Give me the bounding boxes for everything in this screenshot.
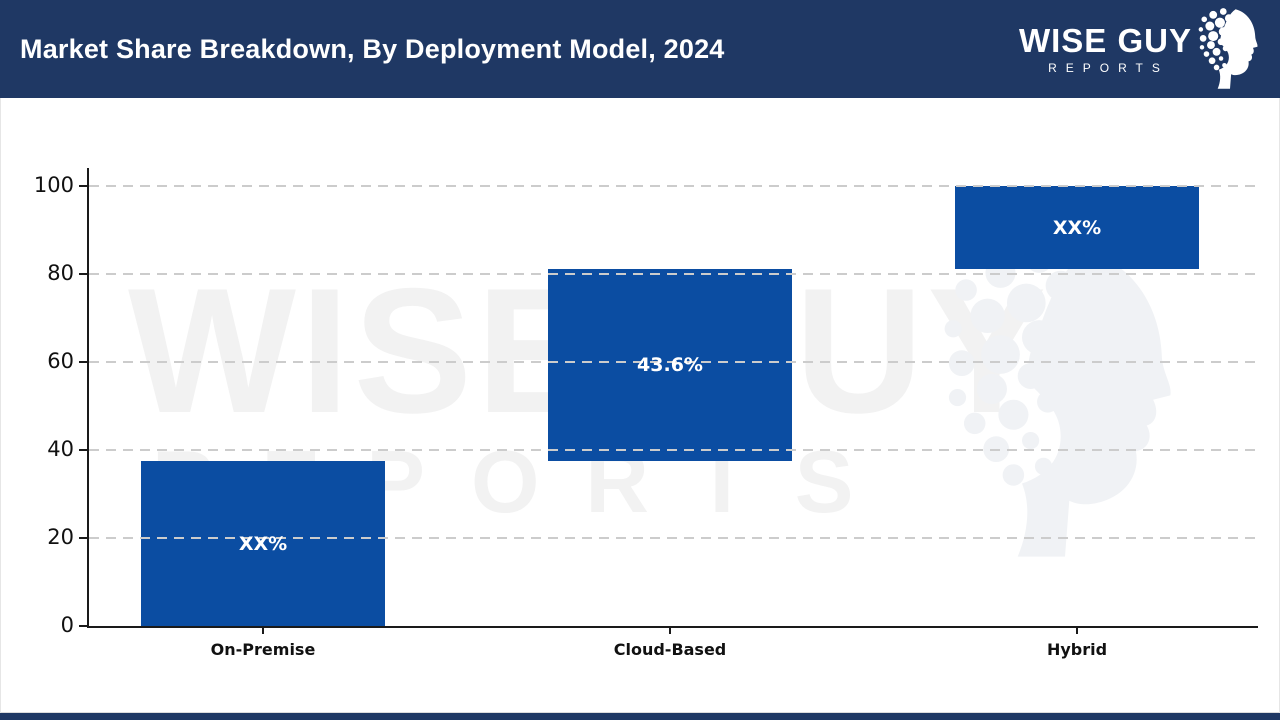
footer-bar	[0, 713, 1280, 720]
header-bar: Market Share Breakdown, By Deployment Mo…	[0, 0, 1280, 98]
y-axis-tick-label: 80	[47, 261, 74, 285]
y-gridline	[89, 273, 1258, 275]
y-gridline	[89, 537, 1258, 539]
x-axis-category-label: On-Premise	[210, 640, 316, 659]
chart-title: Market Share Breakdown, By Deployment Mo…	[20, 33, 725, 64]
y-gridline	[89, 449, 1258, 451]
y-axis-tick	[79, 273, 87, 275]
y-axis-tick	[79, 625, 87, 627]
y-axis-tick	[79, 185, 87, 187]
y-gridline	[89, 361, 1258, 363]
bar-value-label: XX%	[1052, 216, 1102, 239]
bar-value-label: XX%	[238, 532, 288, 555]
y-axis-tick-label: 100	[33, 173, 74, 197]
chart-bottom-border	[0, 712, 1280, 713]
y-axis-tick-label: 20	[47, 525, 74, 549]
bar-value-label: 43.6%	[637, 354, 703, 377]
x-axis-category-label: Cloud-Based	[613, 640, 727, 659]
y-axis-tick	[79, 537, 87, 539]
logo-head-icon	[1194, 7, 1266, 91]
y-axis-tick-label: 40	[47, 437, 74, 461]
x-axis-tick	[669, 628, 671, 634]
bar-segment	[548, 269, 792, 461]
chart-left-border	[0, 98, 1, 713]
y-axis-tick	[79, 449, 87, 451]
y-axis-tick	[79, 361, 87, 363]
bar-segment	[141, 461, 385, 626]
brand-logo-text: WISE GUY REPORTS	[1019, 24, 1192, 75]
logo-wordmark: WISE GUY	[1018, 21, 1192, 59]
y-axis-tick-label: 60	[47, 349, 74, 373]
y-gridline	[89, 185, 1258, 187]
x-axis-tick	[262, 628, 264, 634]
x-axis-line	[87, 626, 1258, 628]
y-axis-line	[87, 168, 89, 628]
watermark-head-icon	[936, 232, 1194, 576]
logo-subtext: REPORTS	[1048, 60, 1169, 75]
brand-logo: WISE GUY REPORTS	[1019, 7, 1266, 91]
bar-segment	[955, 186, 1199, 270]
x-axis-tick	[1076, 628, 1078, 634]
y-axis-tick-label: 0	[60, 613, 74, 637]
x-axis-category-label: Hybrid	[1046, 640, 1108, 659]
